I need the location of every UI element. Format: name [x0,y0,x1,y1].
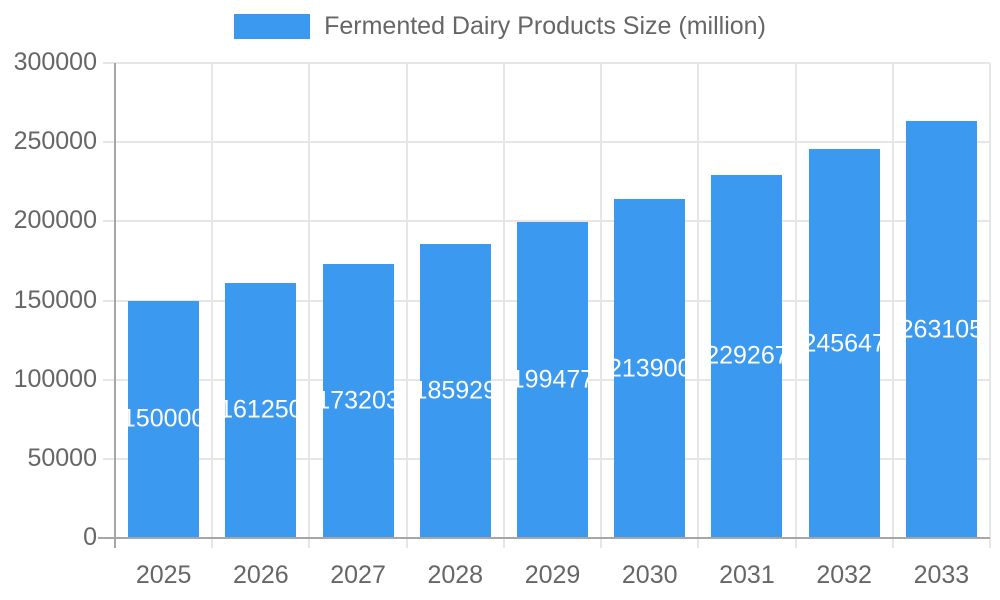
bar-value-label: 150000 [121,404,206,433]
legend-label: Fermented Dairy Products Size (million) [324,12,766,40]
y-gridline [103,62,990,64]
bar-2028[interactable]: 185929 [414,243,497,538]
bar-2033[interactable]: 263105 [900,121,983,538]
x-gridline [211,63,214,548]
x-tick-label: 2027 [330,561,386,589]
legend-item[interactable]: Fermented Dairy Products Size (million) [234,14,766,39]
legend-swatch [234,14,311,39]
legend: Fermented Dairy Products Size (million) [0,14,1000,39]
x-gridline [794,63,797,548]
bar-value-label: 229267 [705,341,789,370]
plot-area[interactable]: 0 50000 100000 150000 200000 250000 300000 1500… [14,50,991,588]
y-gridline [103,220,990,223]
bar-value-label: 245647 [802,329,886,358]
x-tick-label: 2028 [427,561,484,589]
x-tick-label: 2025 [135,561,192,589]
bar-value-label: 213900 [608,354,692,383]
y-tick-label: 0 [83,523,97,551]
bar-value-label: 263105 [899,315,984,344]
y-tick-label: 300000 [13,48,97,76]
bar-2030[interactable]: 213900 [608,199,691,538]
x-gridline [308,63,311,548]
bar-value-label: 161250 [219,395,303,424]
bar-2032[interactable]: 245647 [802,149,886,538]
y-tick-label: 250000 [13,127,97,156]
x-gridline [697,63,700,548]
y-tick-label: 150000 [13,285,97,314]
x-gridline [989,63,991,548]
bar-2031[interactable]: 229267 [705,174,789,538]
x-tick-label: 2026 [233,561,289,589]
x-gridline [600,63,603,548]
y-tick-label: 50000 [27,443,97,472]
y-tick-label: 200000 [13,206,97,235]
x-gridline [891,63,894,548]
y-axis-line [114,63,116,548]
x-gridline [405,63,408,548]
bar-2025[interactable]: 150000 [122,300,205,538]
bar-value-label: 199477 [510,365,595,394]
x-tick-label: 2029 [524,561,581,589]
x-tick-label: 2033 [913,561,970,589]
x-tick-label: 2032 [816,561,872,589]
y-gridline [103,141,990,144]
x-axis-line [98,537,990,539]
x-tick-label: 2031 [719,561,775,589]
bar-2026[interactable]: 161250 [219,282,303,538]
bar-2027[interactable]: 173203 [316,263,400,538]
bar-2029[interactable]: 199477 [511,222,594,538]
x-gridline [502,63,505,548]
bar-value-label: 185929 [413,376,497,405]
x-tick-label: 2030 [621,561,678,589]
y-tick-label: 100000 [13,364,97,393]
bar-value-label: 173203 [316,386,400,415]
